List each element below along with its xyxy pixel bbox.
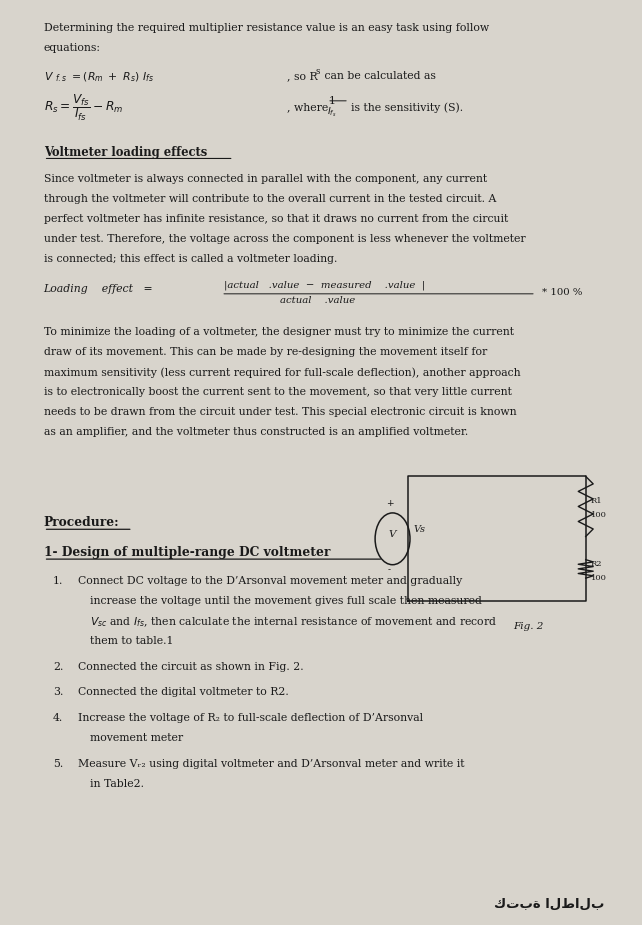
Text: perfect voltmeter has infinite resistance, so that it draws no current from the : perfect voltmeter has infinite resistanc… (44, 214, 508, 224)
Text: -: - (388, 564, 391, 574)
Text: Connect DC voltage to the D’Arsonval movement meter and gradually: Connect DC voltage to the D’Arsonval mov… (78, 576, 462, 586)
Text: actual    .value: actual .value (281, 296, 356, 304)
Text: 1- Design of multiple-range DC voltmeter: 1- Design of multiple-range DC voltmeter (44, 546, 330, 560)
Text: 100: 100 (591, 574, 607, 582)
Text: |actual   .value  −  measured    .value  |: |actual .value − measured .value | (224, 281, 426, 290)
Text: R1: R1 (591, 498, 602, 505)
Text: can be calculated as: can be calculated as (321, 71, 436, 80)
Text: needs to be drawn from the circuit under test. This special electronic circuit i: needs to be drawn from the circuit under… (44, 407, 516, 417)
Text: maximum sensitivity (less current required for full-scale deflection), another a: maximum sensitivity (less current requir… (44, 367, 520, 377)
Text: , so R: , so R (286, 71, 317, 80)
Text: V: V (389, 530, 396, 538)
Text: s: s (316, 68, 320, 76)
Text: 2.: 2. (53, 661, 64, 672)
Text: $V\ _{f.s}\ = (R_m\ +\ R_s)\ I_{fs}$: $V\ _{f.s}\ = (R_m\ +\ R_s)\ I_{fs}$ (44, 71, 153, 84)
Text: $I_{f_s}$: $I_{f_s}$ (327, 105, 336, 119)
Text: 4.: 4. (53, 713, 63, 723)
Text: movement meter: movement meter (91, 734, 184, 743)
Text: Fig. 2: Fig. 2 (513, 622, 543, 631)
Text: 100: 100 (591, 511, 607, 519)
Text: R2: R2 (591, 560, 602, 568)
Text: كتبة الطالب: كتبة الطالب (494, 898, 604, 911)
Text: Vs: Vs (413, 525, 425, 534)
Text: is connected; this effect is called a voltmeter loading.: is connected; this effect is called a vo… (44, 253, 337, 264)
Text: under test. Therefore, the voltage across the component is less whenever the vol: under test. Therefore, the voltage acros… (44, 234, 525, 244)
Text: Increase the voltage of R₂ to full-scale deflection of D’Arsonval: Increase the voltage of R₂ to full-scale… (78, 713, 423, 723)
Text: 5.: 5. (53, 758, 63, 769)
Text: Since voltmeter is always connected in parallel with the component, any current: Since voltmeter is always connected in p… (44, 174, 487, 184)
Text: Measure Vᵣ₂ using digital voltmeter and D’Arsonval meter and write it: Measure Vᵣ₂ using digital voltmeter and … (78, 758, 464, 769)
Text: in Table2.: in Table2. (91, 779, 144, 789)
Text: 1: 1 (328, 96, 335, 106)
Text: them to table.1: them to table.1 (91, 635, 174, 646)
Text: through the voltmeter will contribute to the overall current in the tested circu: through the voltmeter will contribute to… (44, 194, 496, 204)
Text: $R_s = \dfrac{V_{fs}}{I_{fs}} - R_m$: $R_s = \dfrac{V_{fs}}{I_{fs}} - R_m$ (44, 93, 123, 123)
Text: $V_{sc}$ and $I_{fs}$, then calculate the internal resistance of movement and re: $V_{sc}$ and $I_{fs}$, then calculate th… (91, 616, 498, 629)
Text: Connected the digital voltmeter to R2.: Connected the digital voltmeter to R2. (78, 687, 289, 697)
Text: draw of its movement. This can be made by re-designing the movement itself for: draw of its movement. This can be made b… (44, 347, 487, 357)
Text: is to electronically boost the current sent to the movement, so that very little: is to electronically boost the current s… (44, 387, 512, 397)
Text: Loading    effect   =: Loading effect = (44, 284, 153, 293)
Text: 3.: 3. (53, 687, 64, 697)
Text: Determining the required multiplier resistance value is an easy task using follo: Determining the required multiplier resi… (44, 23, 489, 33)
Text: Procedure:: Procedure: (44, 516, 119, 529)
Text: 1.: 1. (53, 576, 64, 586)
Text: * 100 %: * 100 % (542, 289, 582, 297)
Text: To minimize the loading of a voltmeter, the designer must try to minimize the cu: To minimize the loading of a voltmeter, … (44, 327, 514, 338)
Text: equations:: equations: (44, 43, 101, 53)
Text: Connected the circuit as shown in Fig. 2.: Connected the circuit as shown in Fig. 2… (78, 661, 304, 672)
Text: increase the voltage until the movement gives full scale then measured: increase the voltage until the movement … (91, 596, 482, 606)
Text: , where: , where (286, 103, 328, 113)
Text: as an amplifier, and the voltmeter thus constructed is an amplified voltmeter.: as an amplifier, and the voltmeter thus … (44, 426, 468, 437)
Text: is the sensitivity (S).: is the sensitivity (S). (351, 103, 463, 113)
Text: +: + (386, 500, 393, 508)
Text: Voltmeter loading effects: Voltmeter loading effects (44, 146, 207, 159)
